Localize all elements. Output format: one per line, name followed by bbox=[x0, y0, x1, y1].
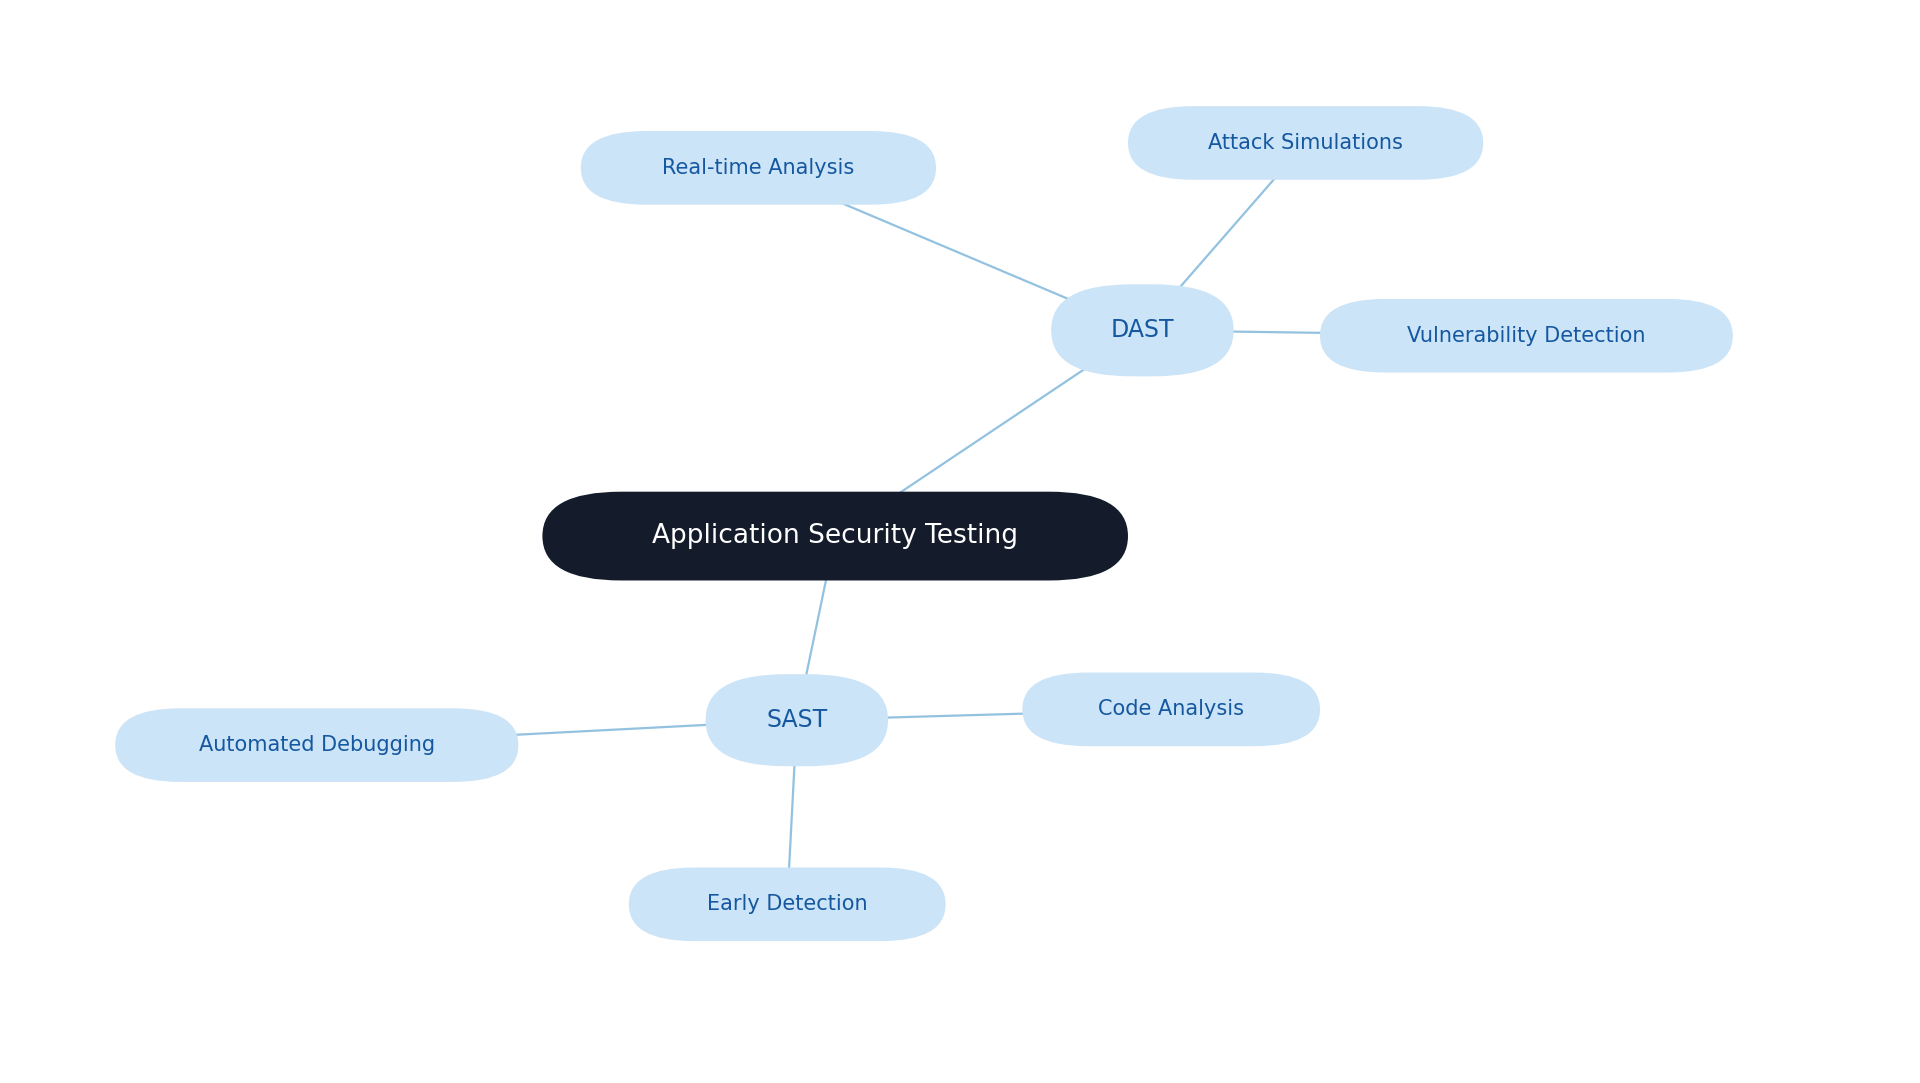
FancyBboxPatch shape bbox=[1052, 285, 1233, 377]
FancyBboxPatch shape bbox=[1021, 673, 1321, 746]
Text: Automated Debugging: Automated Debugging bbox=[200, 735, 434, 755]
FancyBboxPatch shape bbox=[541, 492, 1127, 580]
Text: Attack Simulations: Attack Simulations bbox=[1208, 133, 1404, 153]
FancyBboxPatch shape bbox=[1129, 106, 1482, 180]
Text: Application Security Testing: Application Security Testing bbox=[653, 523, 1018, 549]
Text: Real-time Analysis: Real-time Analysis bbox=[662, 158, 854, 178]
Text: DAST: DAST bbox=[1110, 318, 1175, 342]
FancyBboxPatch shape bbox=[580, 131, 937, 205]
FancyBboxPatch shape bbox=[628, 867, 945, 941]
FancyBboxPatch shape bbox=[707, 674, 887, 767]
Text: Code Analysis: Code Analysis bbox=[1098, 700, 1244, 719]
Text: SAST: SAST bbox=[766, 708, 828, 732]
FancyBboxPatch shape bbox=[115, 708, 518, 782]
Text: Vulnerability Detection: Vulnerability Detection bbox=[1407, 326, 1645, 345]
Text: Early Detection: Early Detection bbox=[707, 895, 868, 914]
FancyBboxPatch shape bbox=[1321, 299, 1732, 373]
